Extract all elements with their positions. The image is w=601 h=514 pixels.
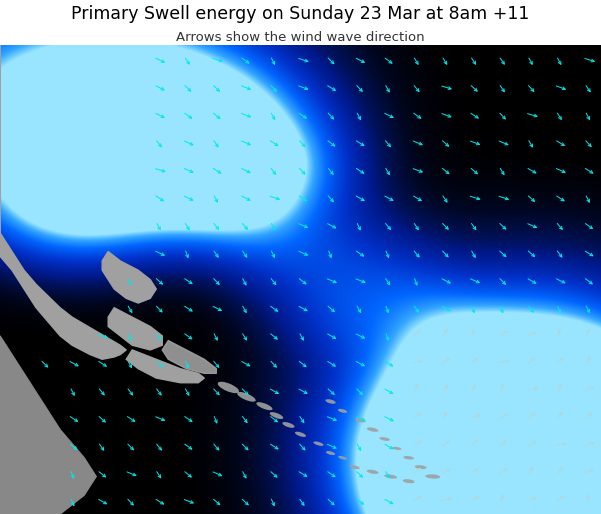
Ellipse shape	[338, 409, 347, 413]
Ellipse shape	[257, 402, 272, 410]
Ellipse shape	[349, 465, 360, 469]
Polygon shape	[162, 341, 216, 373]
Ellipse shape	[270, 412, 283, 419]
Ellipse shape	[403, 479, 415, 483]
Ellipse shape	[403, 456, 414, 460]
Ellipse shape	[237, 392, 256, 401]
Ellipse shape	[367, 428, 379, 432]
Ellipse shape	[392, 447, 401, 450]
Ellipse shape	[338, 456, 347, 460]
Ellipse shape	[326, 451, 335, 455]
Ellipse shape	[314, 442, 323, 446]
Ellipse shape	[355, 418, 366, 423]
Polygon shape	[108, 308, 162, 350]
Ellipse shape	[367, 470, 379, 474]
Ellipse shape	[384, 474, 397, 479]
Text: Arrows show the wind wave direction: Arrows show the wind wave direction	[176, 31, 425, 44]
Ellipse shape	[282, 422, 294, 428]
Ellipse shape	[325, 399, 336, 404]
Polygon shape	[126, 350, 204, 383]
Polygon shape	[102, 251, 156, 303]
Polygon shape	[0, 45, 126, 359]
Ellipse shape	[295, 432, 306, 437]
Ellipse shape	[426, 474, 440, 479]
Ellipse shape	[379, 437, 390, 441]
Text: Primary Swell energy on Sunday 23 Mar at 8am +11: Primary Swell energy on Sunday 23 Mar at…	[72, 5, 529, 23]
Ellipse shape	[218, 382, 239, 393]
Ellipse shape	[415, 465, 427, 469]
Polygon shape	[0, 336, 96, 514]
